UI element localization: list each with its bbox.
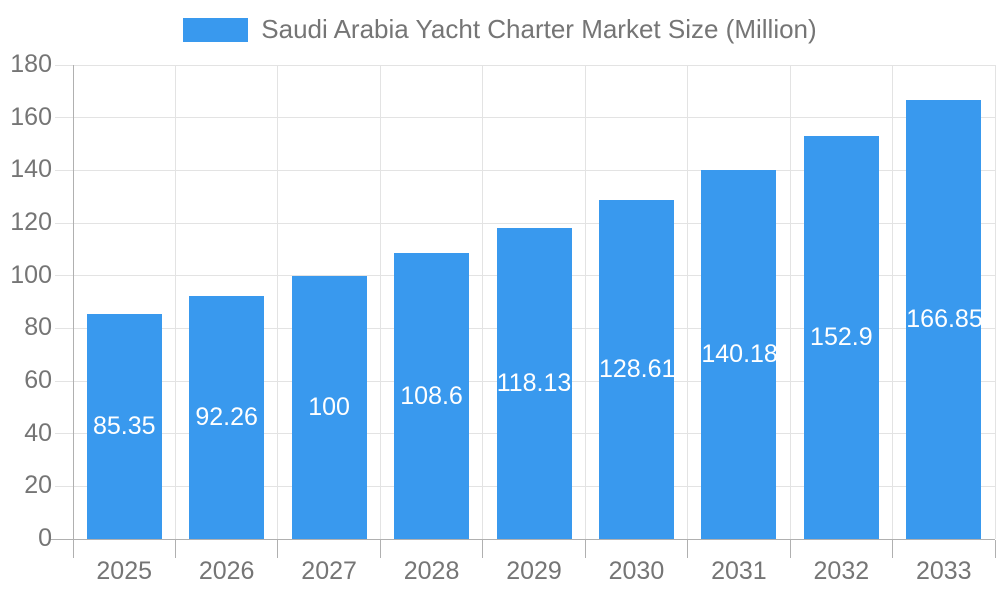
y-axis-line (73, 65, 74, 557)
y-axis-tick-label: 20 (24, 471, 52, 500)
y-axis-tick-label: 80 (24, 313, 52, 342)
y-axis-tick-label: 160 (10, 102, 52, 131)
y-axis-tick-label: 0 (38, 524, 52, 552)
bar-2032[interactable]: 152.9 (803, 136, 879, 539)
gridline-vertical (789, 65, 791, 539)
x-axis-tick (277, 540, 279, 558)
y-axis-tick-label: 40 (24, 418, 52, 447)
chart-legend[interactable]: Saudi Arabia Yacht Charter Market Size (… (0, 14, 1000, 45)
gridline-vertical (174, 65, 176, 539)
x-axis-tick-label: 2028 (403, 557, 460, 585)
x-axis-tick-label: 2033 (915, 557, 972, 585)
x-axis-tick-label: 2027 (301, 557, 357, 585)
y-axis-tick-label: 140 (10, 155, 52, 184)
bar-value-label: 140.18 (701, 339, 778, 368)
bar-2033[interactable]: 166.85 (906, 99, 983, 539)
y-axis-tick (55, 380, 73, 382)
gridline-vertical (584, 65, 586, 539)
gridline-vertical (892, 65, 894, 539)
y-axis-tick-label: 120 (10, 208, 52, 236)
y-axis-tick-label: 100 (10, 260, 52, 289)
gridline-vertical (687, 65, 689, 539)
x-axis-tick (994, 540, 996, 558)
bar-2026[interactable]: 92.26 (189, 296, 265, 539)
x-axis-tick (584, 540, 586, 558)
y-axis-tick (55, 275, 73, 277)
x-axis-tick (892, 540, 894, 558)
bar-value-label: 92.26 (195, 403, 258, 432)
bar-value-label: 118.13 (496, 368, 572, 397)
chart-title: Saudi Arabia Yacht Charter Market Size (… (261, 14, 817, 44)
y-axis-tick (55, 169, 73, 171)
bar-value-label: 166.85 (906, 304, 983, 333)
bar-2027[interactable]: 100 (291, 275, 367, 539)
x-axis-tick (687, 540, 689, 558)
x-axis-tick (482, 540, 484, 558)
y-axis-tick-label: 180 (10, 50, 52, 78)
x-axis-tick-label: 2026 (198, 557, 255, 585)
x-axis-tick-label: 2030 (608, 557, 665, 585)
gridline-horizontal (73, 64, 995, 66)
x-axis-tick-label: 2031 (711, 557, 767, 585)
y-axis-tick-label: 60 (24, 366, 52, 394)
gridline-vertical (482, 65, 484, 539)
bar-value-label: 152.9 (810, 323, 873, 352)
x-axis-tick (379, 540, 381, 558)
x-axis-tick-label: 2025 (96, 557, 153, 585)
gridline-horizontal (73, 169, 995, 171)
y-axis-tick (55, 485, 73, 487)
x-axis-tick (174, 540, 176, 558)
bar-2030[interactable]: 128.61 (598, 200, 676, 539)
gridline-vertical (277, 65, 279, 539)
y-axis-tick (55, 117, 73, 119)
plot-area: 85.35 92.26 100 108.6 118.13 128.61 140.18 152.… (49, 64, 996, 558)
bar-2028[interactable]: 108.6 (394, 253, 470, 539)
gridline-vertical (379, 65, 381, 539)
bar-2029[interactable]: 118.13 (496, 227, 572, 539)
legend-swatch (183, 17, 249, 42)
bar-value-label: 128.61 (598, 355, 676, 384)
bar-value-label: 108.6 (400, 381, 463, 410)
gridline-vertical (994, 65, 996, 539)
bar-value-label: 85.35 (92, 412, 156, 441)
gridline-horizontal (73, 117, 995, 119)
bar-2031[interactable]: 140.18 (701, 169, 778, 539)
x-axis-line (49, 539, 995, 540)
y-axis-tick (55, 433, 73, 435)
y-axis-tick (55, 327, 73, 329)
x-axis-tick-label: 2029 (506, 557, 562, 585)
y-axis-tick (55, 64, 73, 66)
gridline-horizontal (73, 222, 995, 224)
y-axis-tick (55, 222, 73, 224)
x-axis-tick-label: 2032 (813, 557, 870, 585)
bar-value-label: 100 (308, 392, 350, 421)
bar-2025[interactable]: 85.35 (86, 314, 162, 539)
x-axis-tick (789, 540, 791, 558)
